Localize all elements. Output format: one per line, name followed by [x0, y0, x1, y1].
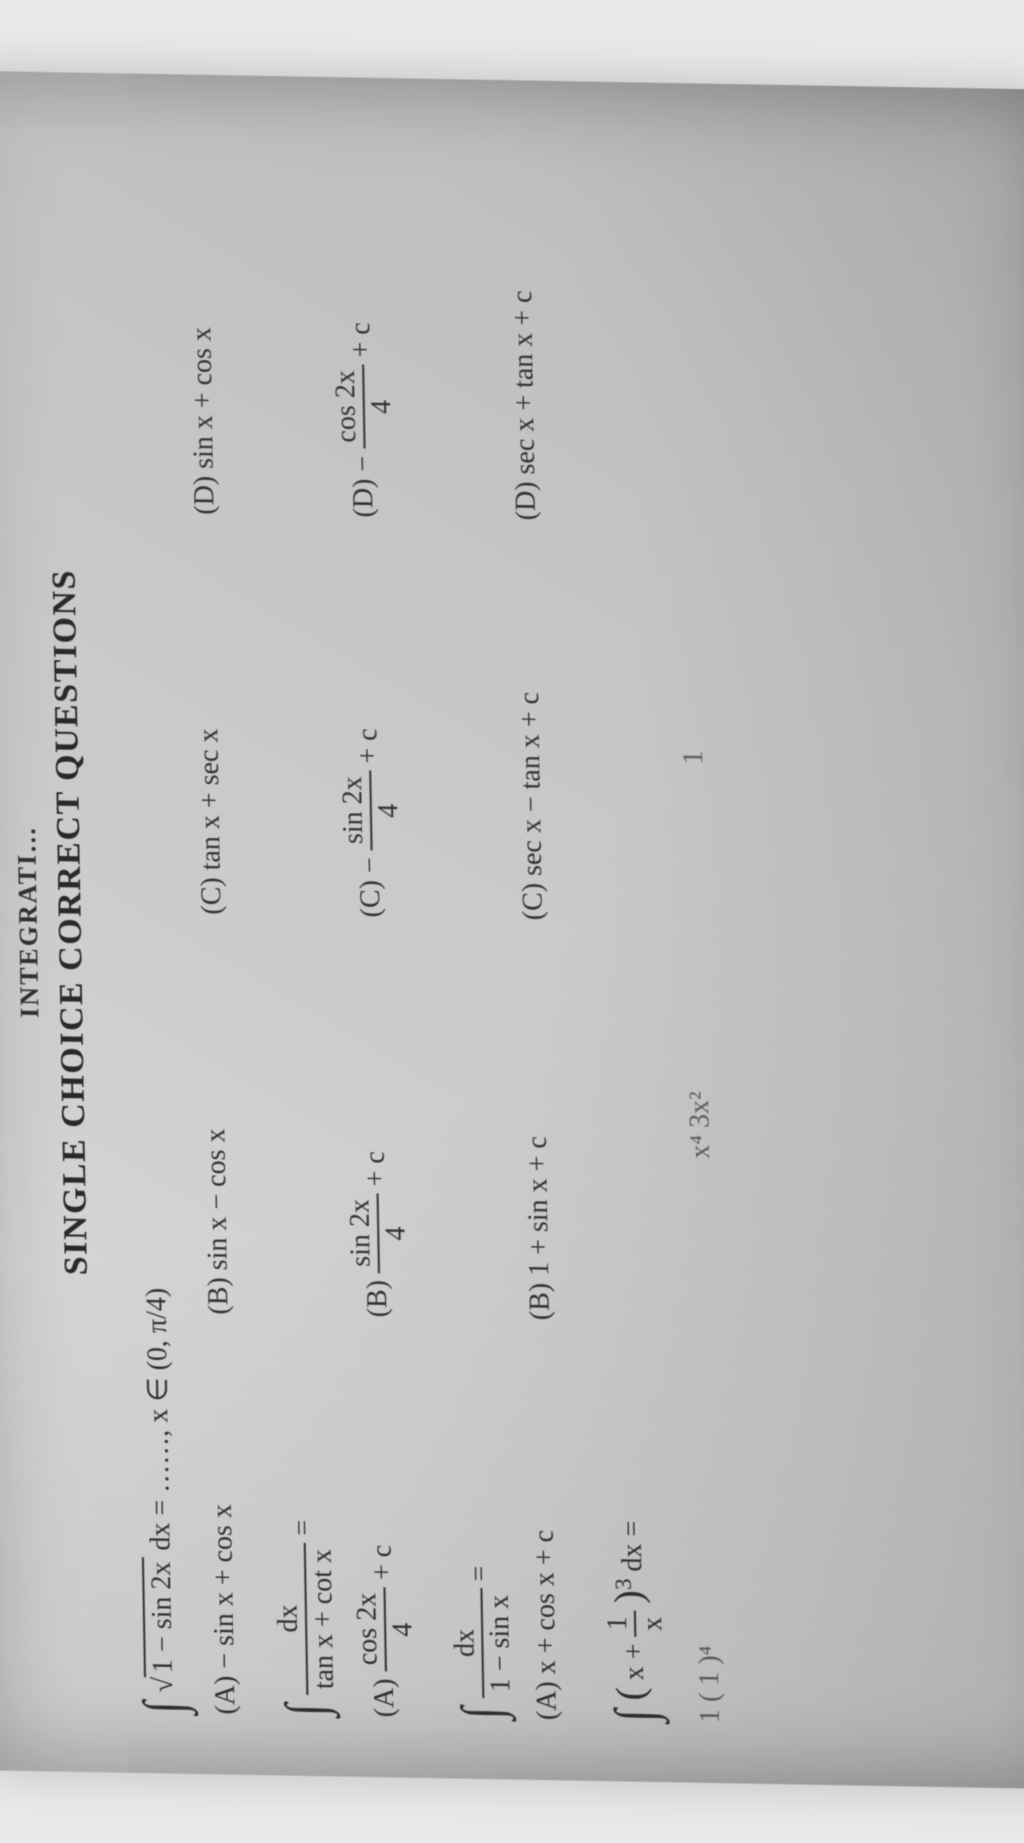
question-2-options: (A) cos 2x4 + c (B) sin 2x4 + c (C) − si… — [328, 137, 419, 1718]
q3-option-d: (D) sec x + tan x + c — [504, 140, 543, 521]
q1-option-b: (B) sin x − cos x — [197, 934, 236, 1315]
question-1-options: (A) − sin x + cos x (B) sin x − cos x (C… — [183, 134, 243, 1714]
q3-integrand: dx 1 − sin x — [451, 1588, 516, 1699]
question-2-stem: ∫ dx tan x + cot x = — [249, 136, 340, 1717]
integral-icon: ∫ — [602, 1709, 669, 1722]
question-4-stem: ∫ ( x + 1 x )3 dx = — [578, 141, 669, 1722]
question-1-stem: ∫ √1 − sin 2x dx = ……, x ∈ (0, π/4) — [110, 133, 195, 1714]
integral-icon: ∫ — [127, 1701, 202, 1714]
q4-suffix: dx = — [616, 1520, 648, 1571]
integral-icon: ∫ — [445, 1706, 520, 1719]
q3-option-a: (A) x + cos x + c — [525, 1340, 564, 1721]
scanned-page: INTEGRATI… SINGLE CHOICE CORRECT QUESTIO… — [0, 71, 1024, 1790]
q3-eq: = — [464, 1565, 495, 1581]
q2-eq: = — [287, 1520, 318, 1536]
q2-option-a: (A) cos 2x4 + c — [349, 1337, 419, 1718]
q1-option-a: (A) − sin x + cos x — [204, 1334, 243, 1715]
q1-radicand: 1 − sin 2x — [142, 1557, 182, 1677]
q4-power: 3 — [611, 1578, 637, 1590]
cutoff-row: 1 ( 1 )⁴ x⁴ 3x² 1 — [667, 143, 727, 1723]
question-3-options: (A) x + cos x + c (B) 1 + sin x + c (C) … — [504, 140, 564, 1720]
q2-option-d: (D) − cos 2x4 + c — [328, 137, 398, 518]
q1-option-c: (C) tan x + sec x — [190, 534, 229, 915]
q2-integrand: dx tan x + cot x — [274, 1542, 340, 1695]
q2-option-b: (B) sin 2x4 + c — [342, 937, 412, 1318]
q1-option-d: (D) sin x + cos x — [183, 134, 222, 515]
question-3-stem: ∫ dx 1 − sin x = — [425, 139, 516, 1720]
q3-option-b: (B) 1 + sin x + c — [518, 940, 557, 1321]
integral-icon: ∫ — [269, 1703, 344, 1716]
q3-option-c: (C) sec x − tan x + c — [511, 540, 550, 921]
q2-option-c: (C) − sin 2x4 + c — [335, 537, 405, 918]
q1-suffix: dx = ……, x ∈ (0, π/4) — [141, 1288, 177, 1551]
